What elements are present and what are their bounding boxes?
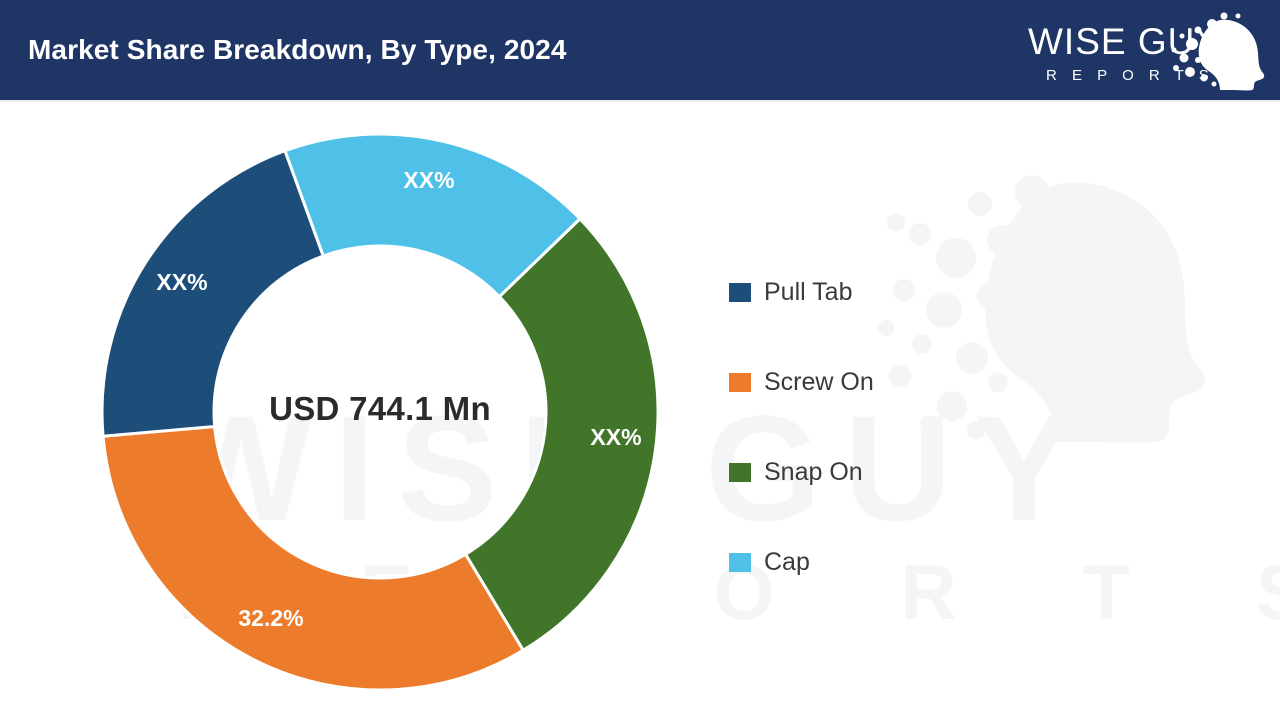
- donut-slice-pull-tab[interactable]: [100, 148, 326, 438]
- legend-swatch-icon: [729, 552, 751, 572]
- donut-slice-labels: XX% XX% 32.2% XX%: [156, 167, 641, 631]
- legend-item-label: Pull Tab: [764, 277, 853, 306]
- page-title: Market Share Breakdown, By Type, 2024: [28, 34, 567, 65]
- legend-item-snap-on[interactable]: Snap On: [729, 427, 1009, 517]
- slice-label-screw-on: 32.2%: [238, 605, 303, 631]
- donut-slices: [100, 132, 660, 692]
- legend-item-label: Cap: [764, 547, 810, 576]
- legend-swatch-icon: [729, 372, 751, 392]
- legend-swatch-icon: [729, 462, 751, 482]
- donut-center-value: USD 744.1 Mn: [269, 390, 491, 427]
- wise-guy-reports-logo: WISE GUY R E P O R T S: [1024, 10, 1272, 92]
- legend-item-cap[interactable]: Cap: [729, 517, 1009, 607]
- legend-item-label: Screw On: [764, 367, 874, 396]
- donut-slice-screw-on[interactable]: [101, 424, 526, 692]
- donut-chart: XX% XX% 32.2% XX% USD 744.1 Mn: [0, 102, 760, 720]
- donut-slice-snap-on[interactable]: [463, 216, 660, 653]
- legend-swatch-icon: [729, 282, 751, 302]
- chart-body: WISE GUY R E P O R T S XX% XX% 32.2% XX% US…: [0, 100, 1280, 720]
- slice-label-cap: XX%: [403, 167, 454, 193]
- header-bar: Market Share Breakdown, By Type, 2024 WI…: [0, 0, 1280, 100]
- donut-svg: XX% XX% 32.2% XX%: [100, 132, 660, 692]
- slice-label-pull-tab: XX%: [156, 269, 207, 295]
- legend-item-pull-tab[interactable]: Pull Tab: [729, 247, 1009, 337]
- svg-text:R E P O R T S: R E P O R T S: [1046, 67, 1214, 84]
- chart-legend: Pull Tab Screw On Snap On Cap: [729, 247, 1009, 607]
- legend-item-label: Snap On: [764, 457, 863, 486]
- legend-item-screw-on[interactable]: Screw On: [729, 337, 1009, 427]
- donut-slice-cap[interactable]: [282, 132, 583, 299]
- slice-label-snap-on: XX%: [590, 424, 641, 450]
